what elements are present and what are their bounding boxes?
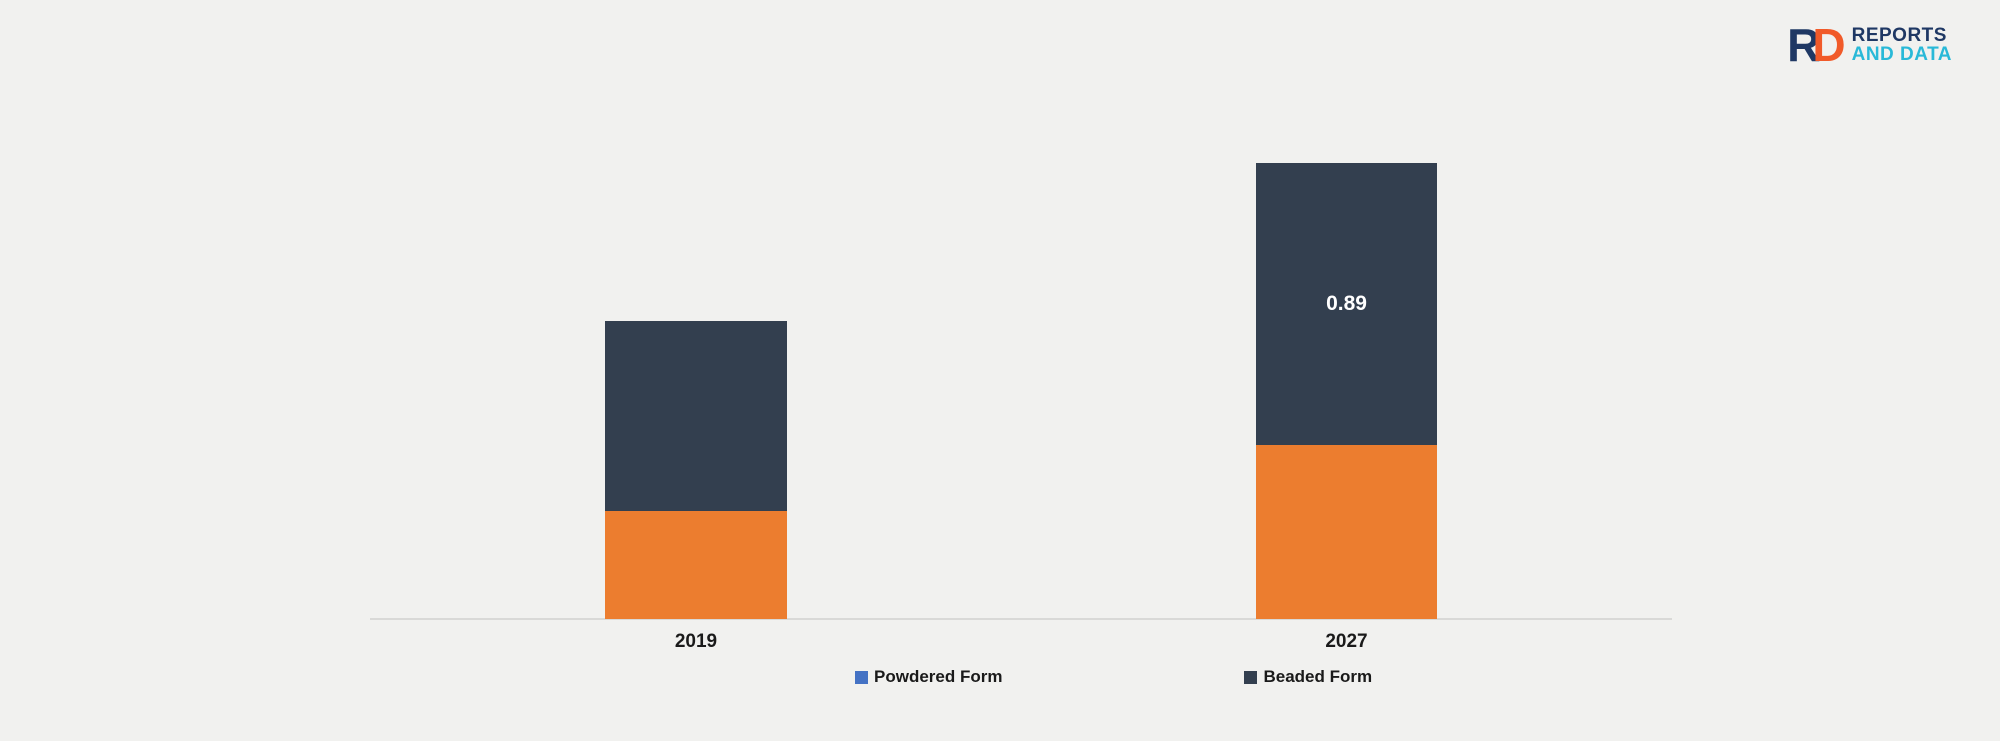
legend-label-beaded: Beaded Form	[1263, 667, 1373, 686]
bar-2027-powdered-segment	[1256, 445, 1437, 619]
bar-2019	[605, 321, 787, 619]
legend-item-powdered-form: Powdered Form	[855, 667, 1002, 687]
bar-2027: 0.89	[1256, 163, 1437, 619]
logo-text-reports: REPORTS	[1851, 25, 1947, 46]
logo-letter-r: R	[1787, 19, 1820, 71]
legend-label-powdered: Powdered Form	[874, 667, 1003, 686]
logo-rd-icon: R D	[1787, 19, 1845, 71]
data-label-2027-beaded: 0.89	[1326, 292, 1367, 315]
legend-item-beaded-form: Beaded Form	[1244, 667, 1372, 687]
legend-marker-beaded-icon	[1244, 670, 1258, 684]
x-axis-label-2019: 2019	[674, 631, 718, 652]
legend-marker-powdered-icon	[855, 670, 868, 684]
bar-2027-beaded-segment: 0.89	[1256, 163, 1437, 445]
bar-2019-beaded-segment	[605, 321, 787, 511]
legend: Powdered Form Beaded Form	[855, 667, 1372, 687]
x-axis-line	[370, 618, 1672, 620]
logo-letter-d: D	[1812, 19, 1845, 71]
x-axis-label-2027: 2027	[1325, 631, 1368, 652]
bar-2019-powdered-segment	[605, 511, 787, 619]
logo-text: REPORTS AND DATA	[1852, 26, 1952, 64]
reports-and-data-logo: R D REPORTS AND DATA	[1787, 22, 1952, 68]
logo-text-and-data: AND DATA	[1851, 44, 1952, 65]
